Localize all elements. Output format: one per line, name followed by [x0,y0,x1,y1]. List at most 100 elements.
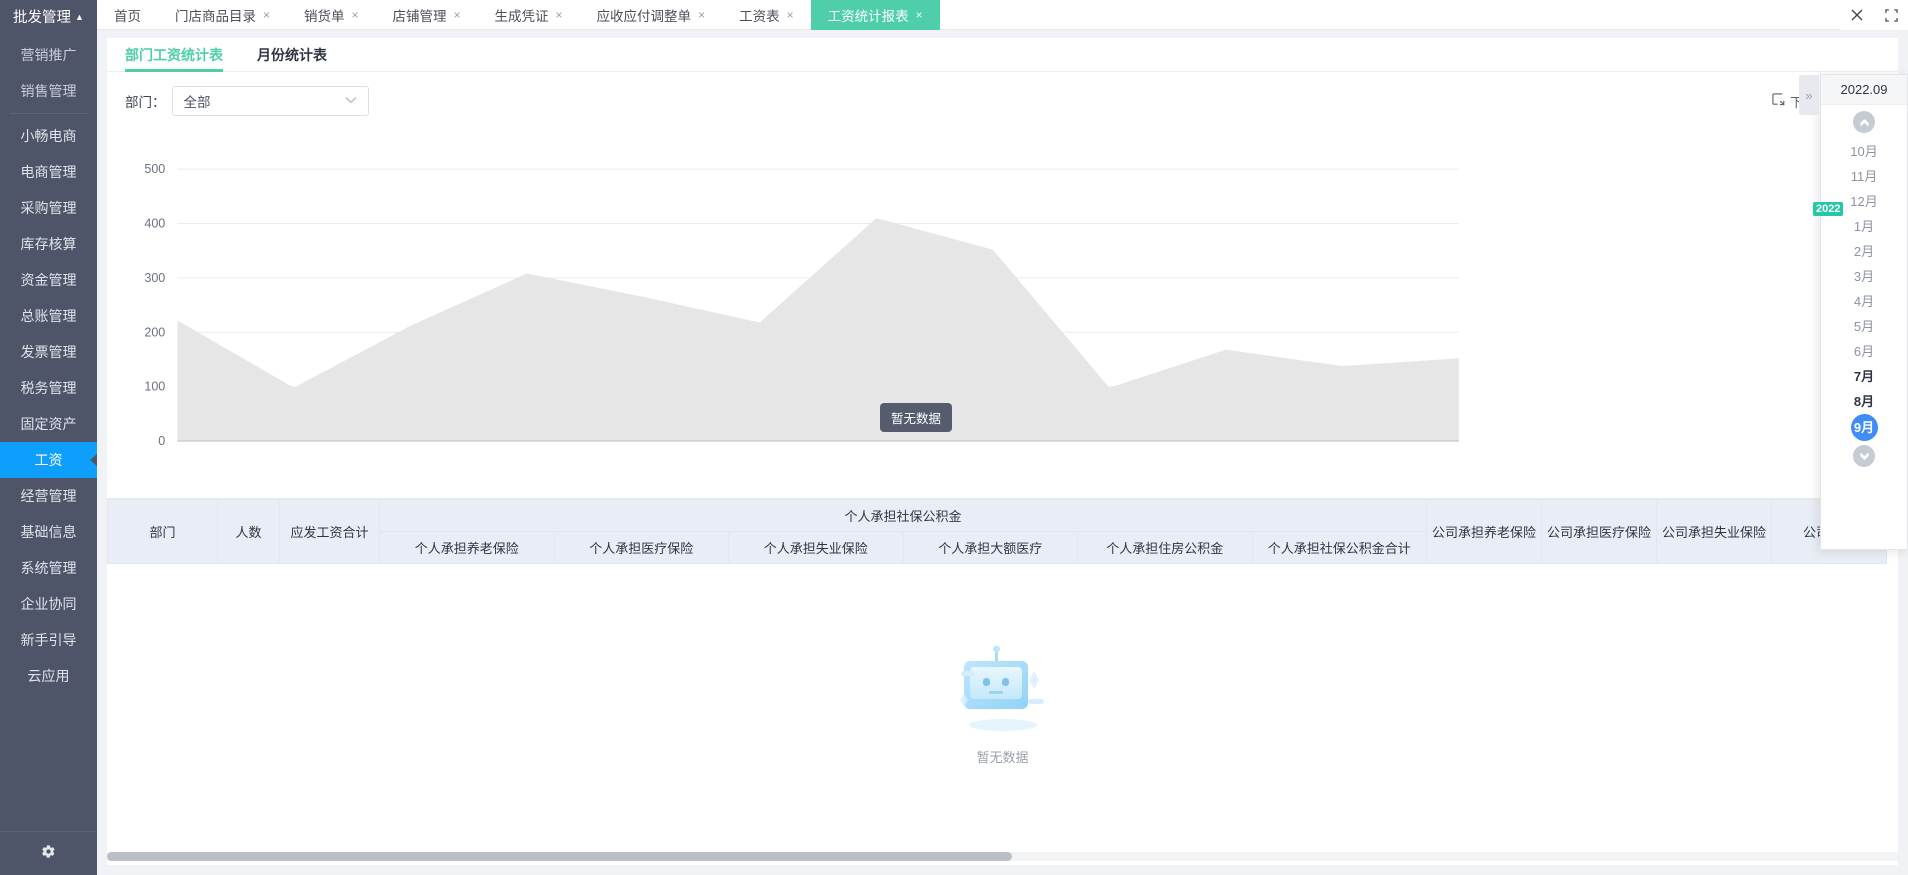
month-option-label: 3月 [1853,269,1875,284]
sidebar-item-1[interactable]: 电商管理 [0,154,97,190]
month-option-label: 6月 [1853,344,1875,359]
gear-icon [41,844,56,864]
month-option-9月[interactable]: 9月 [1821,414,1907,441]
close-window-button[interactable] [1840,0,1874,30]
table-col-个人承担养老保险: 个人承担养老保险 [379,531,555,564]
table-horizontal-scrollbar[interactable] [107,852,1898,861]
chevron-double-right-icon: » [1805,87,1813,103]
tab-close-icon[interactable]: × [915,8,923,22]
month-option-5月[interactable]: 5月 [1821,314,1907,339]
sidebar-item-label: 小畅电商 [20,128,77,144]
tab-label: 生成凭证 [494,9,549,24]
maximize-window-button[interactable] [1874,0,1908,30]
month-option-label: 11月 [1850,169,1878,184]
month-picker-collapse-button[interactable]: » [1799,75,1819,115]
month-option-10月[interactable]: 10月 [1821,139,1907,164]
table-col-应发工资合计: 应发工资合计 [279,499,380,564]
tab-4[interactable]: 生成凭证 × [478,0,580,30]
sidebar-subitem-1[interactable]: 销售管理 [0,73,97,109]
month-option-12月[interactable]: 12月 [1821,189,1907,214]
sidebar-item-label: 固定资产 [20,416,77,432]
sidebar-item-0[interactable]: 小畅电商 [0,118,97,154]
tab-label: 应收应付调整单 [596,9,692,24]
month-option-6月[interactable]: 6月 [1821,339,1907,364]
tab-2[interactable]: 销货单 × [287,0,376,30]
y-tick-label: 400 [144,217,165,231]
sub-tab-1[interactable]: 月份统计表 [257,47,327,63]
sidebar-item-9[interactable]: 工资 [0,442,97,478]
tab-close-icon[interactable]: × [453,8,461,22]
month-option-1月[interactable]: 2022 1月 [1813,202,1907,239]
sidebar-item-label: 库存核算 [20,236,77,252]
chevron-down-icon [345,95,357,107]
month-option-label: 9月 [1850,414,1878,441]
tab-1[interactable]: 门店商品目录 × [158,0,287,30]
tab-0[interactable]: 首页 [97,0,158,30]
sidebar-item-7[interactable]: 税务管理 [0,370,97,406]
main-region: 首页 门店商品目录 × 销货单 × 店铺管理 × 生成凭证 × 应收应付调整单 × 工资表 × 工资统计报… [97,0,1908,875]
sidebar-item-15[interactable]: 云应用 [0,658,97,694]
department-select[interactable]: 全部 [171,86,369,116]
y-tick-label: 200 [144,325,165,339]
sidebar-item-3[interactable]: 库存核算 [0,226,97,262]
month-option-label: 10月 [1850,144,1878,159]
table-col-个人承担住房公积金: 个人承担住房公积金 [1077,531,1253,564]
month-picker-prev-button[interactable] [1853,111,1875,133]
tab-label: 工资表 [739,9,780,24]
tab-3[interactable]: 店铺管理 × [376,0,478,30]
sidebar-item-12[interactable]: 系统管理 [0,550,97,586]
month-option-7月[interactable]: 7月 [1821,364,1907,389]
chart-area-series [177,218,1459,441]
month-picker-next-button[interactable] [1853,445,1875,467]
tab-label: 工资统计报表 [827,9,909,24]
sidebar-subitem-0[interactable]: 营销推广 [0,37,97,73]
sidebar-item-label: 发票管理 [20,344,77,360]
filter-toolbar: 部门： 全部 [107,72,1898,124]
empty-text: 暂无数据 [976,750,1029,765]
scrollbar-thumb[interactable] [107,852,1012,861]
month-option-label: 5月 [1853,319,1875,334]
sidebar-item-label: 资金管理 [20,272,77,288]
sidebar-item-6[interactable]: 发票管理 [0,334,97,370]
salary-area-chart: 0 100 200 300 400 500 暂无数据 [107,124,1898,494]
tab-close-icon[interactable]: × [263,8,271,22]
sidebar-settings-button[interactable] [0,831,97,875]
sidebar-item-label: 基础信息 [20,524,77,540]
tab-close-icon[interactable]: × [698,8,706,22]
salary-table-header: 部门 人数 应发工资合计 个人承担社保公积金 公司承担养老保险 公司承担医疗保险 公司承担失… [107,499,1887,564]
tab-close-icon[interactable]: × [786,8,794,22]
table-col-个人承担社保公积金合计: 个人承担社保公积金合计 [1251,531,1427,564]
sidebar-item-10[interactable]: 经营管理 [0,478,97,514]
sidebar-item-2[interactable]: 采购管理 [0,190,97,226]
sidebar-divider [10,113,87,114]
tab-close-icon[interactable]: × [555,8,563,22]
tab-7[interactable]: 工资统计报表 × [810,0,940,30]
month-picker-header: 2022.09 [1821,75,1907,105]
month-option-11月[interactable]: 11月 [1821,164,1907,189]
sidebar-item-11[interactable]: 基础信息 [0,514,97,550]
sidebar-item-8[interactable]: 固定资产 [0,406,97,442]
sidebar-subgroup: 营销推广 销售管理 [0,37,97,109]
sidebar-header-wholesale[interactable]: 批发管理 ▲ [0,0,97,37]
month-option-label: 7月 [1853,369,1875,384]
tab-close-icon[interactable]: × [351,8,359,22]
sidebar-item-14[interactable]: 新手引导 [0,622,97,658]
content-area: 部门工资统计表 月份统计表 部门： 全部 [97,30,1908,875]
tab-6[interactable]: 工资表 × [722,0,811,30]
month-option-8月[interactable]: 8月 [1821,389,1907,414]
table-col-个人承担失业保险: 个人承担失业保险 [728,531,904,564]
month-option-4月[interactable]: 4月 [1821,289,1907,314]
tab-label: 首页 [114,9,141,24]
sidebar-item-13[interactable]: 企业协同 [0,586,97,622]
month-option-label: 2月 [1853,244,1875,259]
sidebar-item-5[interactable]: 总账管理 [0,298,97,334]
month-option-2月[interactable]: 2月 [1821,239,1907,264]
tab-label: 销货单 [304,9,345,24]
sub-tab-0[interactable]: 部门工资统计表 [125,45,223,72]
table-col-个人承担大额医疗: 个人承担大额医疗 [902,531,1078,564]
table-col-公司承担失业保险: 公司承担失业保险 [1656,499,1772,564]
tab-5[interactable]: 应收应付调整单 × [580,0,723,30]
sidebar-item-4[interactable]: 资金管理 [0,262,97,298]
month-option-3月[interactable]: 3月 [1821,264,1907,289]
month-list: 10月 11月 12月 2022 1月 2月 3月 4月 5月 6月 7月 8月 9月 [1813,139,1907,441]
